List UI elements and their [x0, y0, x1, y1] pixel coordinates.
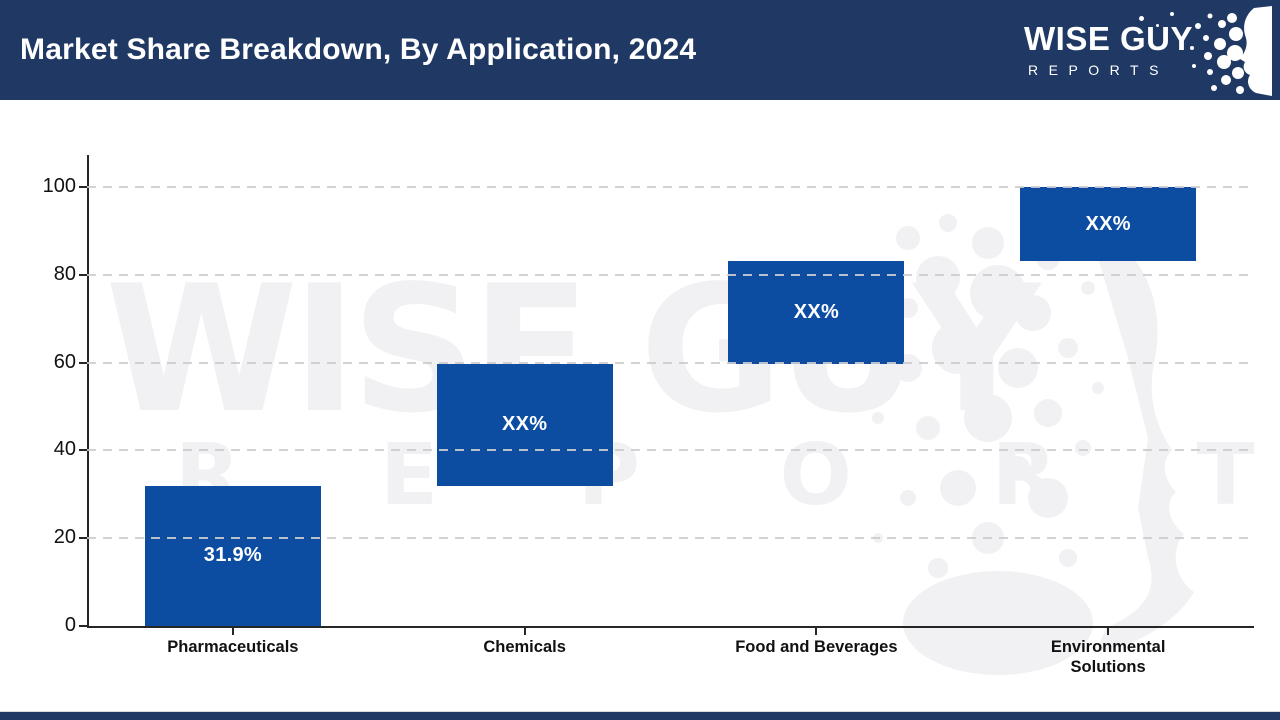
y-tick-40	[79, 449, 87, 452]
category-label-chemicals: Chemicals	[405, 637, 645, 657]
x-tick-pharmaceuticals	[231, 628, 234, 635]
footer-bar	[0, 711, 1280, 720]
category-label-food-and-beverages: Food and Beverages	[696, 637, 936, 657]
logo-dot	[1139, 16, 1144, 21]
x-tick-food-and-beverages	[815, 628, 818, 635]
y-tick-label-40: 40	[53, 438, 76, 461]
y-tick-20	[79, 537, 87, 540]
x-tick-environmental-solutions	[1107, 628, 1110, 635]
gridline-60	[87, 361, 1253, 364]
brand-logo: WISE GUY REPORTS	[984, 4, 1272, 96]
y-axis-line	[87, 155, 89, 628]
bar-pharmaceuticals	[144, 485, 321, 626]
watermark-reports: R E P O R T S	[175, 426, 1280, 525]
bar-value-label-environmental-solutions: XX%	[1085, 212, 1131, 235]
logo-dot	[1170, 12, 1174, 16]
y-tick-80	[79, 273, 87, 276]
gridline-100	[87, 186, 1253, 188]
watermark-face-icon	[872, 214, 1194, 675]
brand-subname: REPORTS	[1028, 62, 1169, 78]
bar-food-and-beverages	[728, 261, 905, 364]
x-axis-line	[87, 626, 1254, 628]
category-label-line: Pharmaceuticals	[167, 638, 299, 656]
page-title: Market Share Breakdown, By Application, …	[20, 33, 697, 66]
category-label-environmental-solutions: Environmental Solutions	[988, 637, 1228, 677]
bar-value-label-chemicals: XX%	[501, 413, 548, 436]
bar-value-label-pharmaceuticals: 31.9%	[203, 544, 262, 567]
y-tick-60	[79, 361, 87, 364]
y-tick-100	[79, 186, 87, 188]
y-tick-label-100: 100	[42, 175, 76, 197]
logo-dot	[1156, 24, 1159, 27]
category-label-line: Chemicals	[483, 638, 566, 656]
gridline-20	[87, 537, 1253, 540]
bar-environmental-solutions	[1020, 187, 1197, 262]
gridline-80	[87, 273, 1253, 276]
y-tick-label-0: 0	[64, 614, 76, 636]
category-label-line: Solutions	[1070, 658, 1146, 676]
gridline-40	[87, 449, 1253, 452]
bar-chemicals	[436, 363, 613, 486]
bar-value-label-food-and-beverages: XX%	[793, 301, 840, 324]
category-label-line: Environmental	[1050, 638, 1166, 656]
brand-name: WISE GUY	[1024, 20, 1194, 57]
y-tick-label-60: 60	[53, 350, 76, 373]
y-tick-label-20: 20	[53, 526, 76, 549]
y-tick-0	[79, 625, 87, 627]
x-tick-chemicals	[523, 628, 526, 635]
category-label-line: Food and Beverages	[735, 638, 898, 656]
category-label-pharmaceuticals: Pharmaceuticals	[113, 637, 353, 657]
brand-face-icon	[1190, 6, 1272, 96]
y-tick-label-80: 80	[53, 262, 76, 285]
header: Market Share Breakdown, By Application, …	[0, 0, 1280, 100]
